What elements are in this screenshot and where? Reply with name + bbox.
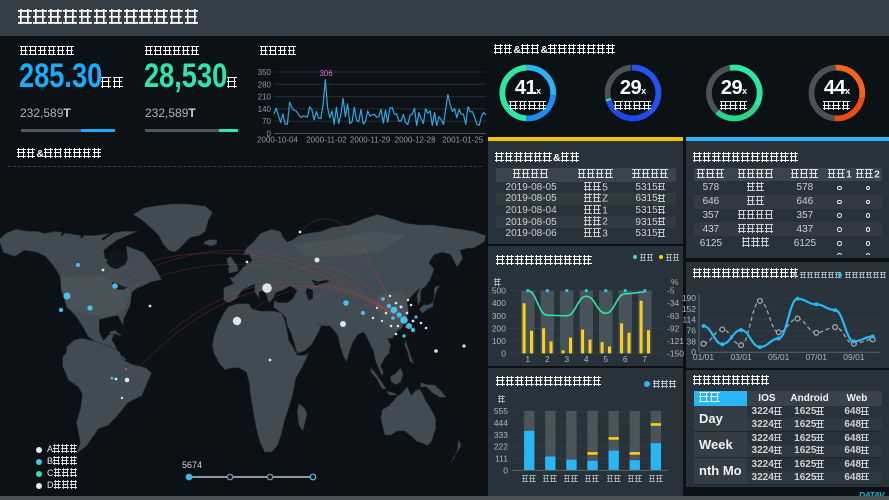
svg-text:111: 111 — [495, 454, 508, 464]
svg-text:76: 76 — [687, 326, 697, 336]
svg-text:2: 2 — [545, 354, 550, 364]
svg-text:280: 280 — [258, 80, 272, 89]
svg-text:-150: -150 — [667, 348, 684, 358]
svg-text:0: 0 — [691, 347, 696, 357]
svg-text:114: 114 — [682, 315, 696, 325]
svg-text:-63: -63 — [667, 311, 680, 321]
svg-text:2000-10-04: 2000-10-04 — [257, 136, 298, 145]
svg-text:3: 3 — [564, 354, 569, 364]
svg-text:100: 100 — [492, 336, 506, 346]
svg-text:5: 5 — [603, 354, 608, 364]
svg-text:222: 222 — [494, 442, 508, 452]
svg-text:%: % — [671, 277, 679, 287]
svg-text:210: 210 — [258, 93, 272, 102]
svg-text:333: 333 — [494, 430, 508, 440]
svg-text:2000-12-28: 2000-12-28 — [395, 136, 436, 145]
svg-text:07/01: 07/01 — [806, 352, 828, 362]
svg-text:350: 350 — [258, 68, 272, 77]
svg-text:555: 555 — [494, 406, 508, 416]
svg-text:0: 0 — [267, 130, 272, 139]
svg-text:-5: -5 — [667, 286, 675, 296]
svg-text:03/01: 03/01 — [730, 352, 752, 362]
svg-text:-121: -121 — [667, 336, 684, 346]
svg-text:70: 70 — [262, 117, 271, 126]
svg-text:444: 444 — [494, 418, 508, 428]
svg-text:05/01: 05/01 — [768, 352, 790, 362]
svg-text:09/01: 09/01 — [843, 352, 865, 362]
svg-text:-92: -92 — [667, 323, 680, 333]
svg-text:2000-11-29: 2000-11-29 — [350, 136, 391, 145]
svg-text:152: 152 — [682, 304, 696, 314]
svg-text:6: 6 — [623, 354, 628, 364]
svg-text:7: 7 — [642, 354, 647, 364]
svg-text:1: 1 — [525, 354, 530, 364]
svg-text:38: 38 — [687, 336, 697, 346]
svg-text:500: 500 — [492, 286, 506, 296]
svg-text:2001-01-25: 2001-01-25 — [442, 136, 483, 145]
svg-text:-34: -34 — [667, 298, 680, 308]
svg-text:01/01: 01/01 — [693, 352, 715, 362]
svg-text:400: 400 — [492, 298, 506, 308]
svg-text:140: 140 — [258, 105, 272, 114]
svg-text:190: 190 — [682, 293, 696, 303]
svg-text:300: 300 — [492, 311, 506, 321]
svg-text:200: 200 — [492, 323, 506, 333]
svg-text:4: 4 — [584, 354, 589, 364]
svg-text:0: 0 — [501, 348, 506, 358]
svg-text:0: 0 — [503, 465, 508, 475]
svg-text:306: 306 — [319, 69, 333, 78]
svg-text:2000-11-02: 2000-11-02 — [306, 136, 347, 145]
